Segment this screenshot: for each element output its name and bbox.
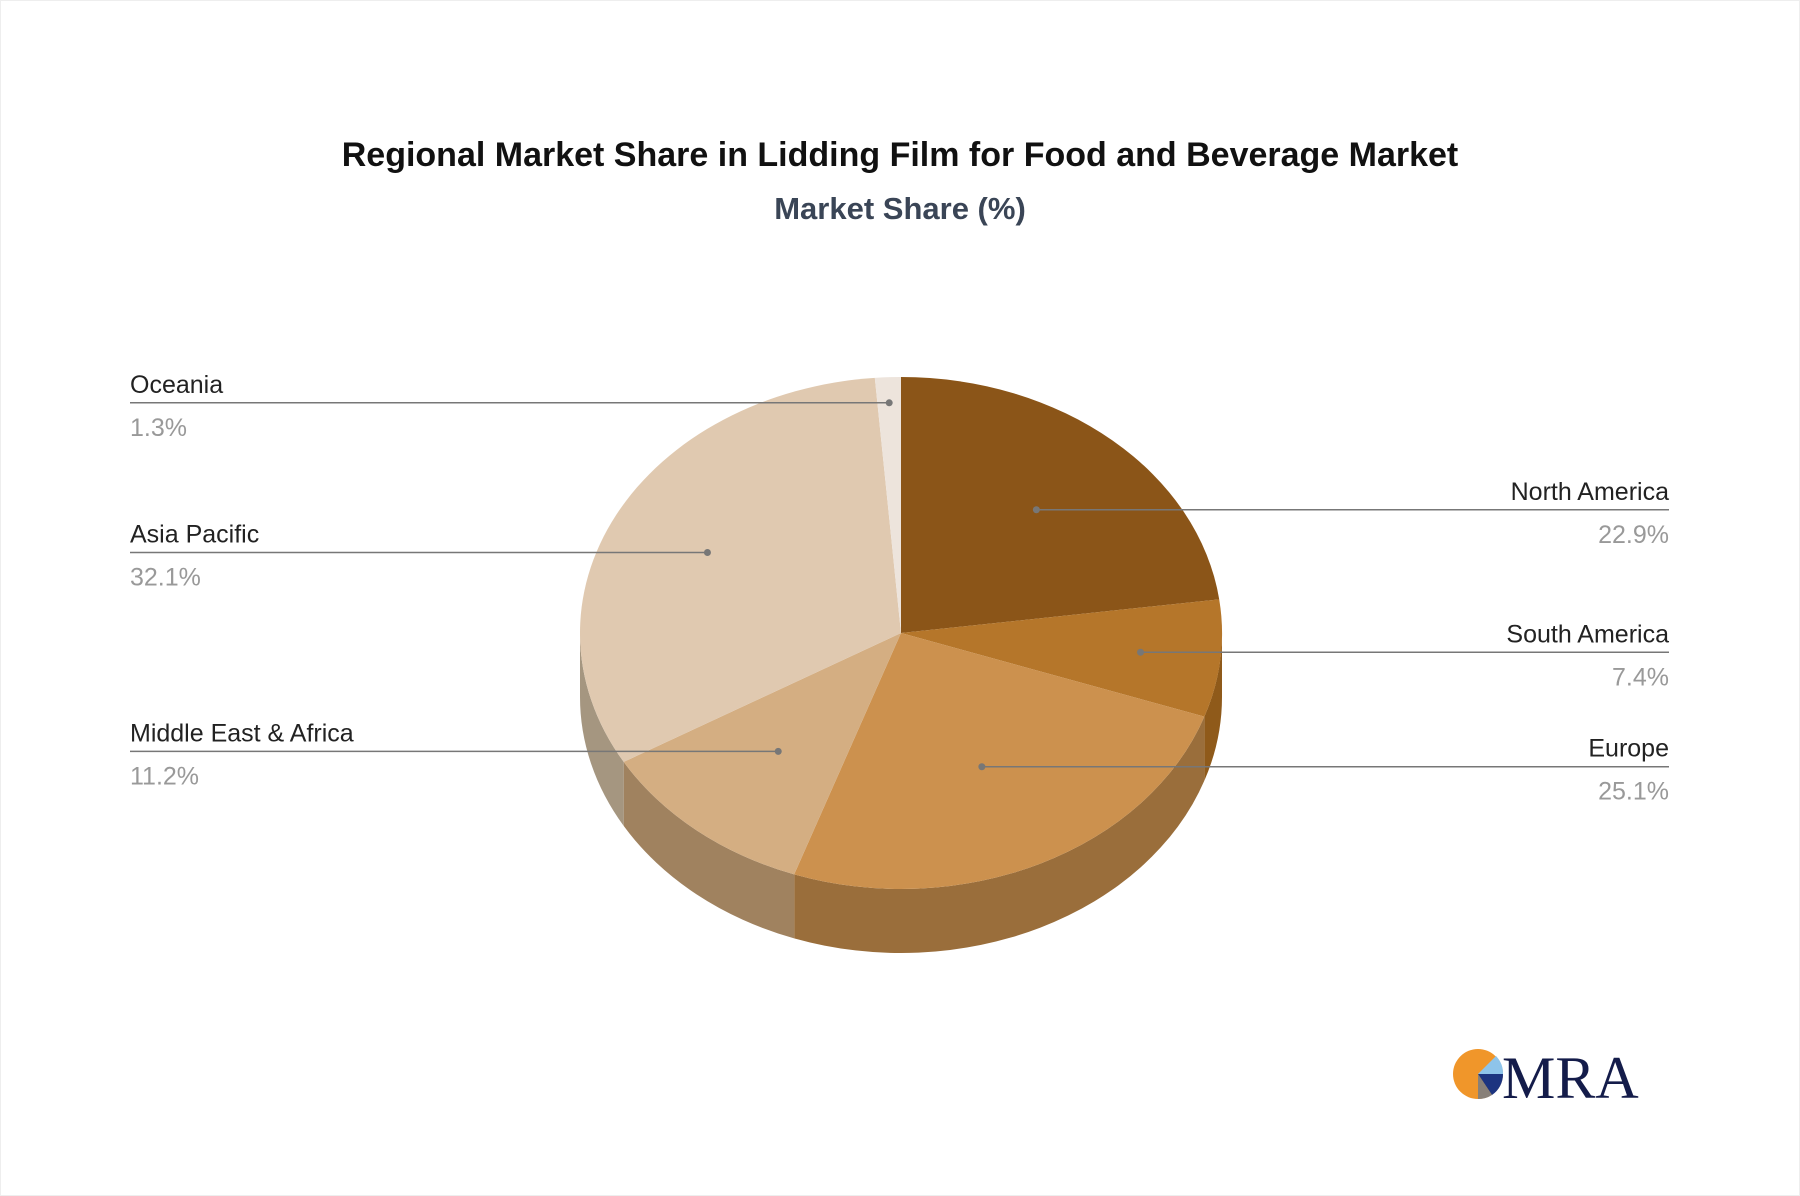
pie-side-4 bbox=[580, 633, 624, 826]
slice-label-name: North America bbox=[1511, 478, 1669, 506]
slice-label-name: Middle East & Africa bbox=[130, 719, 354, 747]
slice-label-value: 11.2% bbox=[130, 762, 199, 790]
slice-label-name: Europe bbox=[1588, 735, 1669, 763]
leader-dot bbox=[978, 763, 986, 771]
pie-slice-oceania bbox=[874, 377, 901, 633]
slice-label-value: 25.1% bbox=[1598, 778, 1669, 806]
leader-dot bbox=[774, 747, 782, 755]
slice-label-name: Asia Pacific bbox=[130, 521, 259, 549]
leader-dot bbox=[1032, 506, 1040, 514]
leader-dot bbox=[885, 399, 893, 407]
leader-dot bbox=[703, 549, 711, 557]
pie-slice-north-america bbox=[901, 377, 1220, 633]
leader-dot bbox=[1137, 648, 1145, 656]
slice-label-value: 1.3% bbox=[130, 414, 187, 442]
pie-slice-europe bbox=[794, 633, 1205, 889]
chart-subtitle: Market Share (%) bbox=[774, 191, 1026, 226]
slice-label-value: 32.1% bbox=[130, 564, 201, 592]
slice-label-value: 7.4% bbox=[1612, 663, 1669, 691]
pie-side-3 bbox=[623, 761, 795, 939]
chart-title: Regional Market Share in Lidding Film fo… bbox=[341, 136, 1459, 174]
pie-side-1 bbox=[1204, 633, 1222, 781]
slice-label-value: 22.9% bbox=[1598, 521, 1669, 549]
logo-text: MRA bbox=[1502, 1045, 1639, 1110]
pie-side-2 bbox=[794, 716, 1205, 953]
mra-logo: MRA bbox=[1450, 1040, 1640, 1115]
pie-slice-asia-pacific bbox=[580, 377, 901, 762]
slice-label-name: Oceania bbox=[130, 371, 223, 399]
slice-label-name: South America bbox=[1506, 620, 1669, 648]
pie-slice-south-america bbox=[901, 599, 1222, 717]
pie-slice-middle-east-africa bbox=[623, 633, 901, 875]
